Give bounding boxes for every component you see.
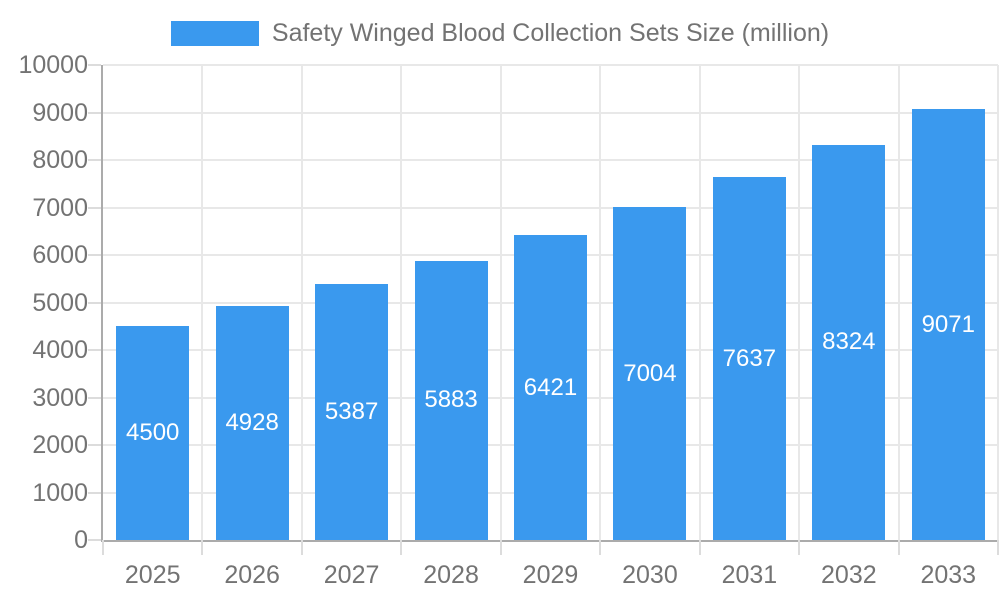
v-gridline <box>698 65 701 540</box>
y-tick <box>88 111 101 114</box>
bar-value-label: 7637 <box>722 344 777 372</box>
y-tick <box>88 539 101 541</box>
y-tick-label: 2000 <box>32 431 88 459</box>
bar <box>215 305 289 540</box>
x-tick <box>300 540 303 555</box>
bar-value-label: 5387 <box>324 398 379 426</box>
y-tick-label: 4000 <box>32 336 88 364</box>
x-tick-label: 2028 <box>423 561 479 589</box>
bar-value-label: 5883 <box>424 386 478 414</box>
x-tick <box>599 540 602 555</box>
h-gridline <box>103 159 998 161</box>
bar <box>712 177 786 540</box>
y-tick <box>88 349 101 351</box>
v-gridline <box>798 65 801 540</box>
bar-value-label: 9071 <box>921 310 975 338</box>
v-gridline <box>897 65 900 540</box>
y-tick-label: 7000 <box>32 193 88 222</box>
h-gridline <box>103 206 998 209</box>
x-tick <box>102 540 104 555</box>
y-tick <box>88 64 101 66</box>
bar-value-label: 4500 <box>126 419 180 447</box>
h-gridline <box>103 64 998 66</box>
y-tick <box>88 159 101 161</box>
h-gridline <box>103 111 998 114</box>
y-tick-label: 9000 <box>32 98 88 127</box>
v-gridline <box>201 65 204 540</box>
v-gridline <box>400 65 403 540</box>
x-tick <box>798 540 801 555</box>
bar-value-label: 8324 <box>822 328 876 356</box>
y-tick-label: 10000 <box>18 51 88 79</box>
x-tick <box>499 540 502 555</box>
x-tick <box>201 540 204 555</box>
y-tick <box>88 491 101 494</box>
v-gridline <box>997 65 999 540</box>
plot-area: 0 1000 2000 3000 4000 5000 6000 7000 8000 9000 100… <box>18 51 999 589</box>
bar <box>613 207 687 540</box>
x-tick-label: 2029 <box>522 561 579 589</box>
bar-value-label: 6421 <box>523 373 578 401</box>
legend-label: Safety Winged Blood Collection Sets Size… <box>271 18 830 47</box>
y-tick-label: 3000 <box>32 383 88 412</box>
x-tick-label: 2030 <box>622 561 678 589</box>
bar <box>812 144 886 540</box>
x-tick-label: 2031 <box>721 561 778 589</box>
y-tick <box>88 301 101 304</box>
x-tick <box>698 540 701 555</box>
y-tick <box>88 206 101 209</box>
chart-legend: Safety Winged Blood Collection Sets Size… <box>0 17 1000 49</box>
y-tick <box>88 444 101 446</box>
bar <box>116 326 190 540</box>
v-gridline <box>300 65 303 540</box>
legend-swatch <box>170 20 259 46</box>
y-tick-label: 8000 <box>32 146 88 174</box>
x-tick-label: 2027 <box>323 561 380 589</box>
bar <box>911 109 985 540</box>
x-axis-line <box>101 540 998 542</box>
y-axis-line <box>101 65 103 542</box>
bar-value-label: 7004 <box>623 359 677 387</box>
bar-value-label: 4928 <box>225 408 279 436</box>
x-tick-label: 2033 <box>920 561 977 589</box>
bar <box>315 284 389 540</box>
y-tick-label: 0 <box>74 526 88 554</box>
v-gridline <box>599 65 602 540</box>
y-tick <box>88 396 101 399</box>
bar <box>514 235 587 540</box>
x-tick <box>997 540 999 555</box>
bar <box>414 260 488 540</box>
y-tick-label: 1000 <box>32 478 88 507</box>
y-tick-label: 6000 <box>32 241 88 269</box>
x-tick-label: 2026 <box>224 561 280 589</box>
x-tick-label: 2032 <box>821 561 877 589</box>
y-tick-label: 5000 <box>32 288 88 317</box>
x-tick <box>400 540 403 555</box>
v-gridline <box>499 65 502 540</box>
x-tick-label: 2025 <box>124 561 181 589</box>
y-tick <box>88 254 101 256</box>
x-tick <box>897 540 900 555</box>
